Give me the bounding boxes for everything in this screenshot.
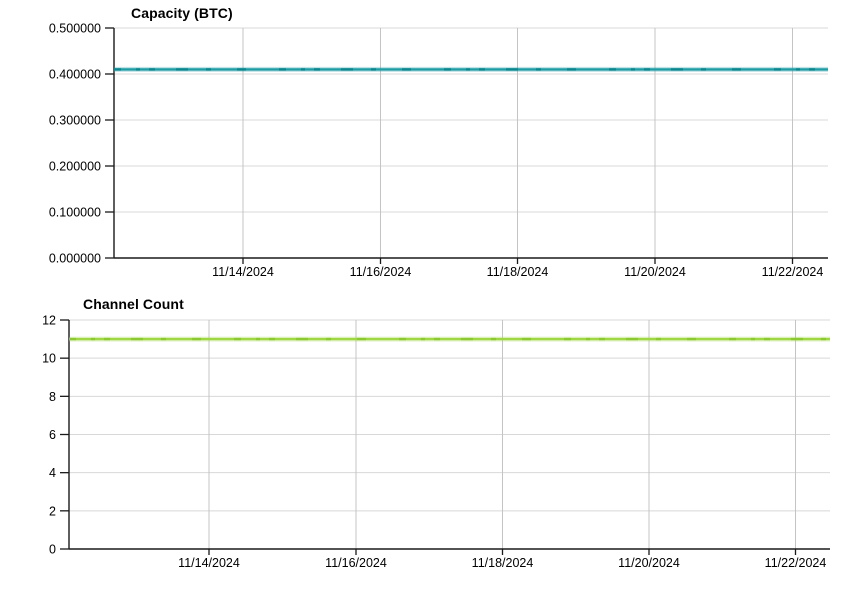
y-tick-label: 0.500000	[49, 22, 101, 36]
x-tick-label: 11/14/2024	[212, 265, 274, 279]
y-tick-label: 8	[49, 390, 56, 404]
y-tick-label: 10	[42, 352, 56, 366]
y-tick-label: 0.300000	[49, 114, 101, 128]
y-tick-label: 0.400000	[49, 68, 101, 82]
x-tick-label: 11/18/2024	[487, 265, 549, 279]
x-tick-label: 11/22/2024	[762, 265, 824, 279]
x-tick-label: 11/18/2024	[472, 556, 534, 570]
y-tick-label: 6	[49, 428, 56, 442]
channel-count-chart-title: Channel Count	[83, 296, 184, 312]
y-tick-label: 12	[42, 314, 56, 328]
x-tick-label: 11/20/2024	[618, 556, 680, 570]
x-tick-label: 11/16/2024	[325, 556, 387, 570]
y-tick-label: 0	[49, 543, 56, 557]
y-tick-label: 0.000000	[49, 252, 101, 266]
x-tick-label: 11/22/2024	[765, 556, 827, 570]
y-tick-label: 4	[49, 466, 56, 480]
x-tick-label: 11/20/2024	[624, 265, 686, 279]
x-tick-label: 11/16/2024	[350, 265, 412, 279]
y-tick-label: 0.100000	[49, 206, 101, 220]
x-tick-label: 11/14/2024	[178, 556, 240, 570]
capacity-chart-title: Capacity (BTC)	[131, 5, 233, 21]
y-tick-label: 0.200000	[49, 160, 101, 174]
y-tick-label: 2	[49, 504, 56, 518]
